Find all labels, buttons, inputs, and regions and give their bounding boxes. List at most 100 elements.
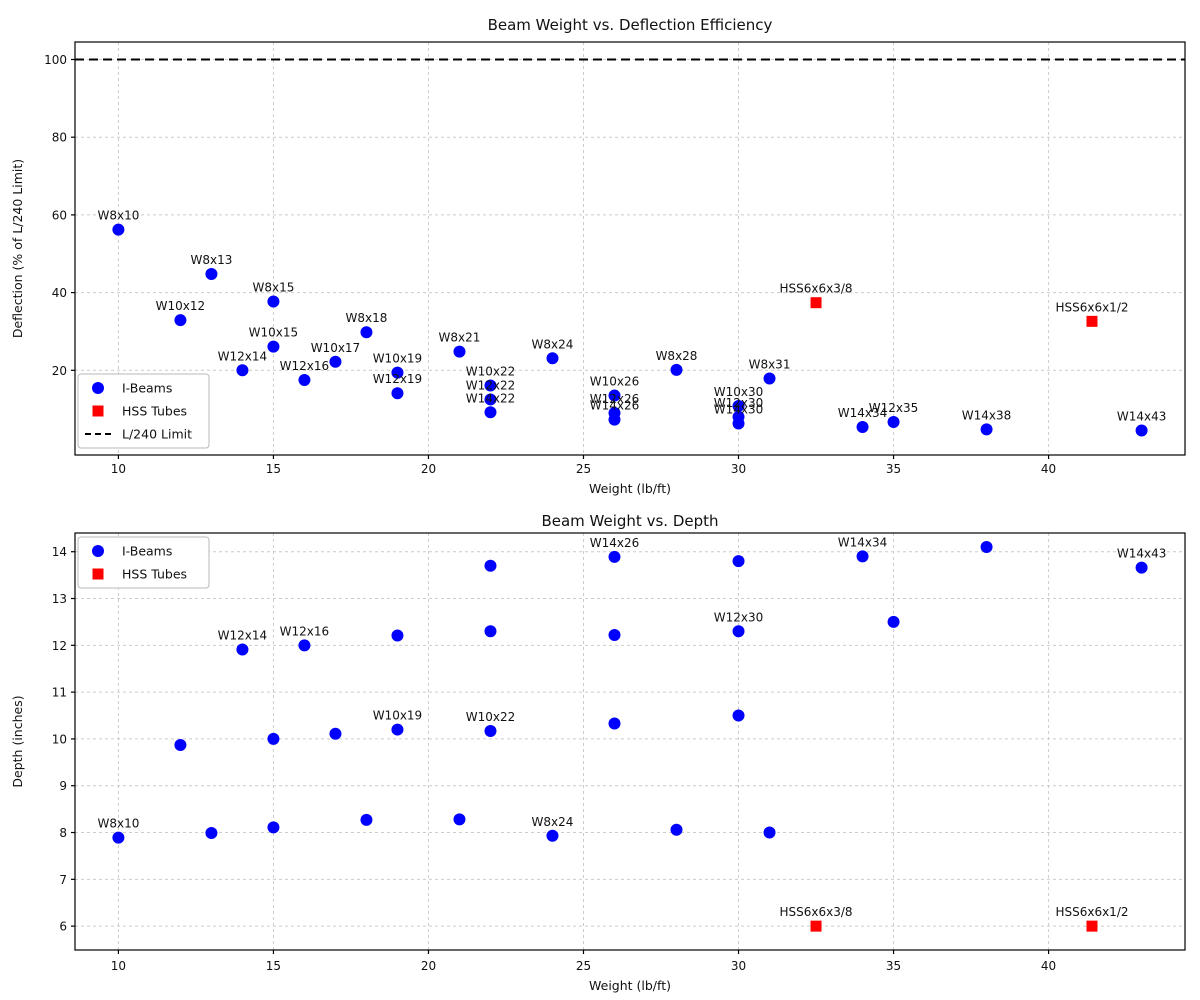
point-label: W8x31 — [749, 357, 791, 371]
point-label: W12x35 — [869, 401, 919, 415]
point-label: W8x21 — [439, 331, 481, 345]
point-label: HSS6x6x1/2 — [1055, 905, 1128, 919]
point-label: HSS6x6x3/8 — [780, 905, 853, 919]
data-point-circle — [205, 826, 218, 839]
y-tick-label: 14 — [52, 545, 67, 559]
point-label: W10x17 — [311, 341, 361, 355]
point-label: W10x22 — [466, 364, 516, 378]
data-point-circle — [484, 379, 497, 392]
legend-box — [77, 536, 210, 589]
data-point-circle — [732, 400, 745, 413]
point-label: W12x16 — [280, 359, 330, 373]
point-label: W8x24 — [532, 815, 574, 829]
chart-title: Beam Weight vs. Depth — [541, 512, 718, 530]
legend-marker-circle — [92, 382, 104, 394]
point-label: W14x22 — [466, 391, 516, 405]
x-tick-label: 40 — [1041, 462, 1056, 476]
x-tick-label: 15 — [266, 462, 281, 476]
point-label: W12x26 — [590, 392, 640, 406]
point-label: W8x24 — [532, 337, 574, 351]
x-tick-label: 35 — [886, 462, 901, 476]
data-point-circle — [329, 727, 342, 740]
data-points — [112, 541, 1148, 932]
point-label: W8x15 — [252, 281, 294, 295]
legend-label: HSS Tubes — [122, 567, 187, 582]
data-point-circle — [267, 821, 280, 834]
point-label: W12x14 — [218, 629, 268, 643]
point-label: W12x14 — [218, 349, 268, 363]
data-point-circle — [174, 314, 187, 327]
data-point-circle — [391, 387, 404, 400]
data-point-circle — [608, 413, 621, 426]
point-label: W14x34 — [838, 535, 888, 549]
axis-ticks: 10 15 20 25 30 35 40 20 40 60 80 100 — [44, 53, 1056, 476]
legend-label: I-Beams — [122, 544, 172, 559]
data-point-circle — [174, 739, 187, 752]
legend-marker-square — [92, 405, 104, 417]
data-point-circle — [732, 709, 745, 722]
point-label: W10x12 — [156, 299, 206, 313]
data-point-circle — [267, 295, 280, 308]
y-tick-label: 11 — [52, 686, 67, 700]
data-point-circle — [298, 639, 311, 652]
point-label: W12x19 — [373, 372, 423, 386]
point-label: W10x15 — [249, 326, 299, 340]
gridlines — [75, 533, 1185, 950]
y-tick-label: 10 — [52, 732, 67, 746]
point-labels: W8x10 W12x14 W12x16 W10x19 W10x22 W8x24 W14x26… — [97, 535, 1166, 919]
data-points — [112, 223, 1148, 437]
x-tick-label: 10 — [111, 462, 126, 476]
data-point-circle — [763, 372, 776, 385]
data-point-square — [810, 920, 822, 932]
point-labels: W8x10 W10x12 W8x13 W12x14 W8x15 W10x15 W12x16 W… — [97, 209, 1166, 424]
data-point-circle — [608, 550, 621, 563]
x-tick-label: 20 — [421, 462, 436, 476]
data-point-circle — [608, 629, 621, 642]
point-label: W8x28 — [656, 349, 698, 363]
data-point-circle — [1135, 424, 1148, 437]
y-tick-label: 9 — [59, 779, 67, 793]
y-axis-label: Depth (inches) — [10, 695, 25, 787]
x-tick-label: 10 — [111, 959, 126, 973]
x-tick-label: 25 — [576, 959, 591, 973]
point-label: W12x30 — [714, 396, 764, 410]
chart-title: Beam Weight vs. Deflection Efficiency — [488, 16, 773, 34]
x-tick-label: 35 — [886, 959, 901, 973]
x-axis-label: Weight (lb/ft) — [589, 481, 671, 496]
point-label: W14x34 — [838, 406, 888, 420]
point-label: W14x43 — [1117, 410, 1167, 424]
data-point-circle — [391, 629, 404, 642]
point-label: W14x26 — [590, 399, 640, 413]
y-axis-label: Deflection (% of L/240 Limit) — [10, 159, 25, 338]
y-tick-label: 6 — [59, 920, 67, 934]
point-label: W10x30 — [714, 385, 764, 399]
chart-deflection-efficiency: W8x10 W10x12 W8x13 W12x14 W8x15 W10x15 W12x16 W… — [10, 16, 1186, 496]
data-point-circle — [112, 223, 125, 236]
data-point-circle — [670, 363, 683, 376]
legend-box — [77, 373, 210, 449]
point-label: W14x26 — [590, 536, 640, 550]
data-point-circle — [856, 421, 869, 434]
y-tick-label: 40 — [52, 286, 67, 300]
legend-label: L/240 Limit — [122, 427, 192, 442]
point-label: W12x22 — [466, 378, 516, 392]
legend: I-Beams HSS Tubes L/240 Limit — [77, 373, 210, 449]
data-point-circle — [298, 374, 311, 387]
data-point-circle — [484, 625, 497, 638]
data-point-circle — [484, 406, 497, 419]
axis-ticks: 10 15 20 25 30 35 40 6 7 8 9 10 11 12 13 14 — [52, 545, 1056, 973]
x-tick-label: 15 — [266, 959, 281, 973]
y-tick-label: 13 — [52, 592, 67, 606]
data-point-square — [810, 297, 822, 309]
plot-border — [74, 532, 1186, 951]
data-point-circle — [608, 717, 621, 730]
data-point-circle — [360, 813, 373, 826]
legend-marker-square — [92, 568, 104, 580]
data-point-circle — [205, 267, 218, 280]
point-label: HSS6x6x3/8 — [780, 282, 853, 296]
point-label: W10x22 — [466, 710, 516, 724]
point-label: W10x19 — [373, 709, 423, 723]
x-tick-label: 25 — [576, 462, 591, 476]
data-point-circle — [267, 732, 280, 745]
